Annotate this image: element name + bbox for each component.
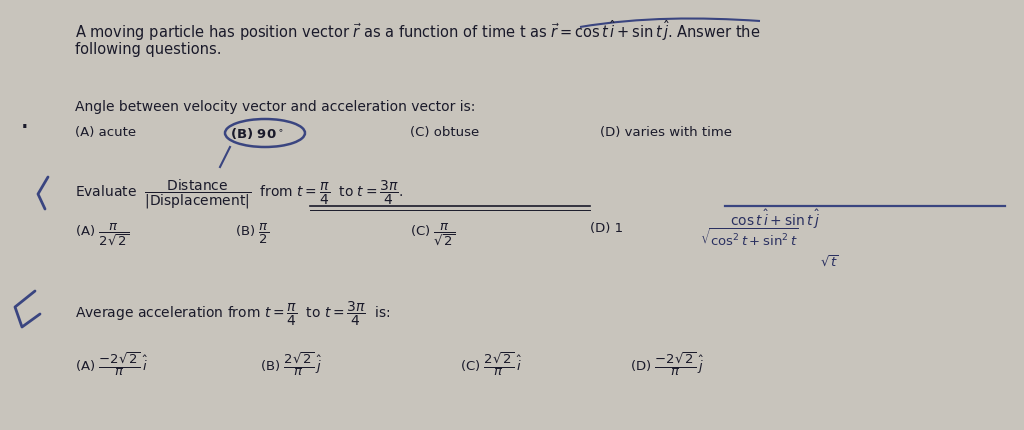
Text: (A) acute: (A) acute [75, 126, 136, 139]
Text: (B) $\dfrac{2\sqrt{2}}{\pi}\,\hat{j}$: (B) $\dfrac{2\sqrt{2}}{\pi}\,\hat{j}$ [260, 349, 323, 377]
Text: (A) $\dfrac{-2\sqrt{2}}{\pi}\,\hat{i}$: (A) $\dfrac{-2\sqrt{2}}{\pi}\,\hat{i}$ [75, 349, 148, 377]
Text: A moving particle has position vector $\vec{r}$ as a function of time t as $\vec: A moving particle has position vector $\… [75, 18, 760, 43]
Text: $\cos t\,\hat{i} + \sin t\,\hat{j}$: $\cos t\,\hat{i} + \sin t\,\hat{j}$ [730, 208, 820, 231]
Text: (C) obtuse: (C) obtuse [410, 126, 479, 139]
Text: $\sqrt{t}$: $\sqrt{t}$ [820, 255, 839, 270]
Text: .: . [20, 105, 30, 134]
Text: (A) $\dfrac{\pi}{2\sqrt{2}}$: (A) $\dfrac{\pi}{2\sqrt{2}}$ [75, 221, 129, 248]
Text: Average acceleration from $t = \dfrac{\pi}{4}$  to $t = \dfrac{3\pi}{4}$  is:: Average acceleration from $t = \dfrac{\p… [75, 299, 390, 328]
Text: following questions.: following questions. [75, 42, 221, 57]
Text: Angle between velocity vector and acceleration vector is:: Angle between velocity vector and accele… [75, 100, 475, 114]
Text: (C) $\dfrac{\pi}{\sqrt{2}}$: (C) $\dfrac{\pi}{\sqrt{2}}$ [410, 221, 456, 248]
Text: (B) $\dfrac{\pi}{2}$: (B) $\dfrac{\pi}{2}$ [234, 221, 269, 246]
Text: $\sqrt{\cos^2 t + \sin^2 t}$: $\sqrt{\cos^2 t + \sin^2 t}$ [700, 227, 799, 249]
Text: (C) $\dfrac{2\sqrt{2}}{\pi}\,\hat{i}$: (C) $\dfrac{2\sqrt{2}}{\pi}\,\hat{i}$ [460, 349, 522, 377]
Text: Evaluate  $\dfrac{\mathrm{Distance}}{|\mathrm{Displacement}|}$  from $t = \dfrac: Evaluate $\dfrac{\mathrm{Distance}}{|\ma… [75, 178, 403, 211]
Text: (D) 1: (D) 1 [590, 221, 624, 234]
Text: (B) 90$^\circ$: (B) 90$^\circ$ [230, 126, 284, 141]
Text: (D) varies with time: (D) varies with time [600, 126, 732, 139]
Text: (D) $\dfrac{-2\sqrt{2}}{\pi}\,\hat{j}$: (D) $\dfrac{-2\sqrt{2}}{\pi}\,\hat{j}$ [630, 349, 705, 377]
